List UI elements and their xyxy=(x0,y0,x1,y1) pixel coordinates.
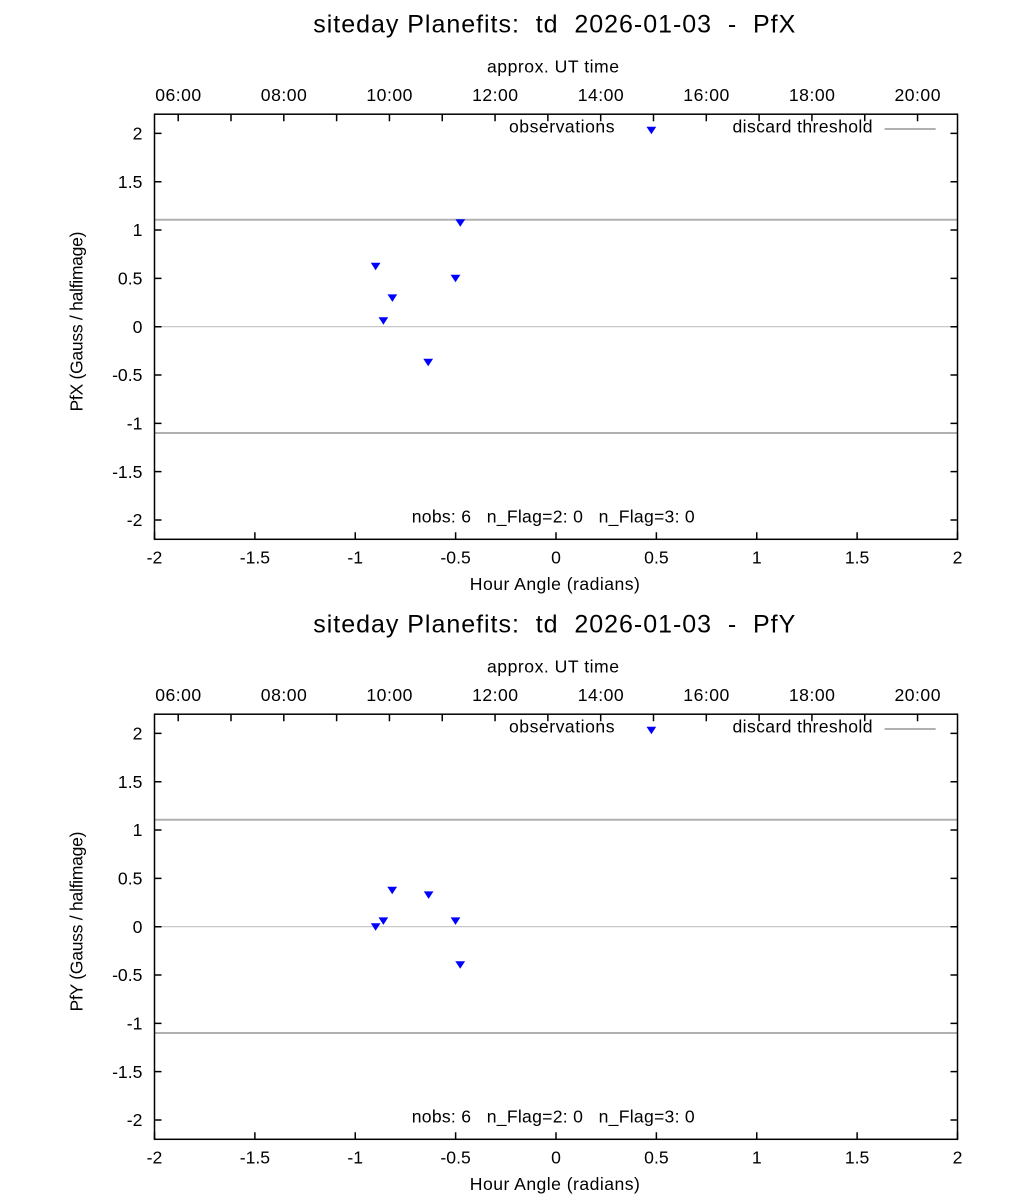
svg-text:Hour Angle (radians): Hour Angle (radians) xyxy=(470,574,640,594)
svg-text:PfX (Gauss / halfimage): PfX (Gauss / halfimage) xyxy=(67,232,87,412)
svg-text:-1.5: -1.5 xyxy=(112,1062,143,1082)
svg-text:18:00: 18:00 xyxy=(789,85,835,105)
svg-text:1: 1 xyxy=(133,820,143,840)
svg-text:0: 0 xyxy=(551,1148,561,1168)
svg-text:14:00: 14:00 xyxy=(578,685,624,705)
svg-text:observations: observations xyxy=(509,717,615,737)
svg-text:20:00: 20:00 xyxy=(895,85,941,105)
svg-text:1: 1 xyxy=(752,1148,762,1168)
svg-text:1: 1 xyxy=(133,220,143,240)
svg-text:nobs: 6 n_Flag=2: 0 n_Flag: nobs: 6 n_Flag=2: 0 n_Flag=3: 0 xyxy=(412,1107,695,1128)
svg-text:-2: -2 xyxy=(127,1110,143,1130)
svg-text:-0.5: -0.5 xyxy=(112,365,143,385)
svg-text:10:00: 10:00 xyxy=(366,685,412,705)
svg-text:-1.5: -1.5 xyxy=(240,1148,271,1168)
svg-text:-0.5: -0.5 xyxy=(112,965,143,985)
svg-text:nobs: 6 n_Flag=2: 0 n_Flag: nobs: 6 n_Flag=2: 0 n_Flag=3: 0 xyxy=(412,507,695,528)
svg-text:0: 0 xyxy=(133,317,143,337)
svg-text:2: 2 xyxy=(133,124,143,144)
svg-text:1.5: 1.5 xyxy=(118,772,143,792)
svg-text:2: 2 xyxy=(133,724,143,744)
svg-text:-2: -2 xyxy=(147,548,163,568)
svg-text:0.5: 0.5 xyxy=(644,548,669,568)
svg-text:12:00: 12:00 xyxy=(472,685,518,705)
svg-text:-1.5: -1.5 xyxy=(112,462,143,482)
svg-text:16:00: 16:00 xyxy=(683,85,729,105)
svg-text:16:00: 16:00 xyxy=(683,685,729,705)
svg-text:-2: -2 xyxy=(147,1148,163,1168)
svg-text:PfY (Gauss / halfimage): PfY (Gauss / halfimage) xyxy=(67,832,87,1012)
svg-text:-1: -1 xyxy=(127,414,143,434)
svg-text:-0.5: -0.5 xyxy=(440,1148,471,1168)
svg-text:14:00: 14:00 xyxy=(578,85,624,105)
svg-text:12:00: 12:00 xyxy=(472,85,518,105)
svg-text:1.5: 1.5 xyxy=(845,1148,870,1168)
svg-text:-1: -1 xyxy=(127,1014,143,1034)
svg-text:0: 0 xyxy=(133,917,143,937)
svg-text:discard threshold: discard threshold xyxy=(733,717,873,737)
svg-text:06:00: 06:00 xyxy=(155,85,201,105)
svg-text:18:00: 18:00 xyxy=(789,685,835,705)
svg-text:0.5: 0.5 xyxy=(118,869,143,889)
svg-text:1: 1 xyxy=(752,548,762,568)
svg-text:0.5: 0.5 xyxy=(644,1148,669,1168)
svg-text:discard threshold: discard threshold xyxy=(733,117,873,137)
svg-text:-1: -1 xyxy=(347,548,363,568)
svg-text:2: 2 xyxy=(953,548,963,568)
svg-text:08:00: 08:00 xyxy=(261,85,307,105)
svg-text:08:00: 08:00 xyxy=(261,685,307,705)
svg-text:observations: observations xyxy=(509,117,615,137)
svg-text:10:00: 10:00 xyxy=(366,85,412,105)
svg-text:-1.5: -1.5 xyxy=(240,548,271,568)
svg-text:20:00: 20:00 xyxy=(895,685,941,705)
svg-text:-2: -2 xyxy=(127,510,143,530)
svg-text:2: 2 xyxy=(953,1148,963,1168)
svg-text:06:00: 06:00 xyxy=(155,685,201,705)
svg-text:1.5: 1.5 xyxy=(845,548,870,568)
svg-text:0.5: 0.5 xyxy=(118,269,143,289)
svg-text:approx. UT time: approx. UT time xyxy=(487,657,619,677)
svg-text:siteday Planefits: td 2026-0: siteday Planefits: td 2026-01-03 - PfY xyxy=(313,611,795,639)
svg-text:siteday Planefits: td 2026-0: siteday Planefits: td 2026-01-03 - PfX xyxy=(313,11,795,39)
svg-text:approx. UT time: approx. UT time xyxy=(487,57,619,77)
svg-text:Hour Angle (radians): Hour Angle (radians) xyxy=(470,1174,640,1194)
svg-text:-1: -1 xyxy=(347,1148,363,1168)
svg-text:0: 0 xyxy=(551,548,561,568)
svg-text:1.5: 1.5 xyxy=(118,172,143,192)
svg-text:-0.5: -0.5 xyxy=(440,548,471,568)
